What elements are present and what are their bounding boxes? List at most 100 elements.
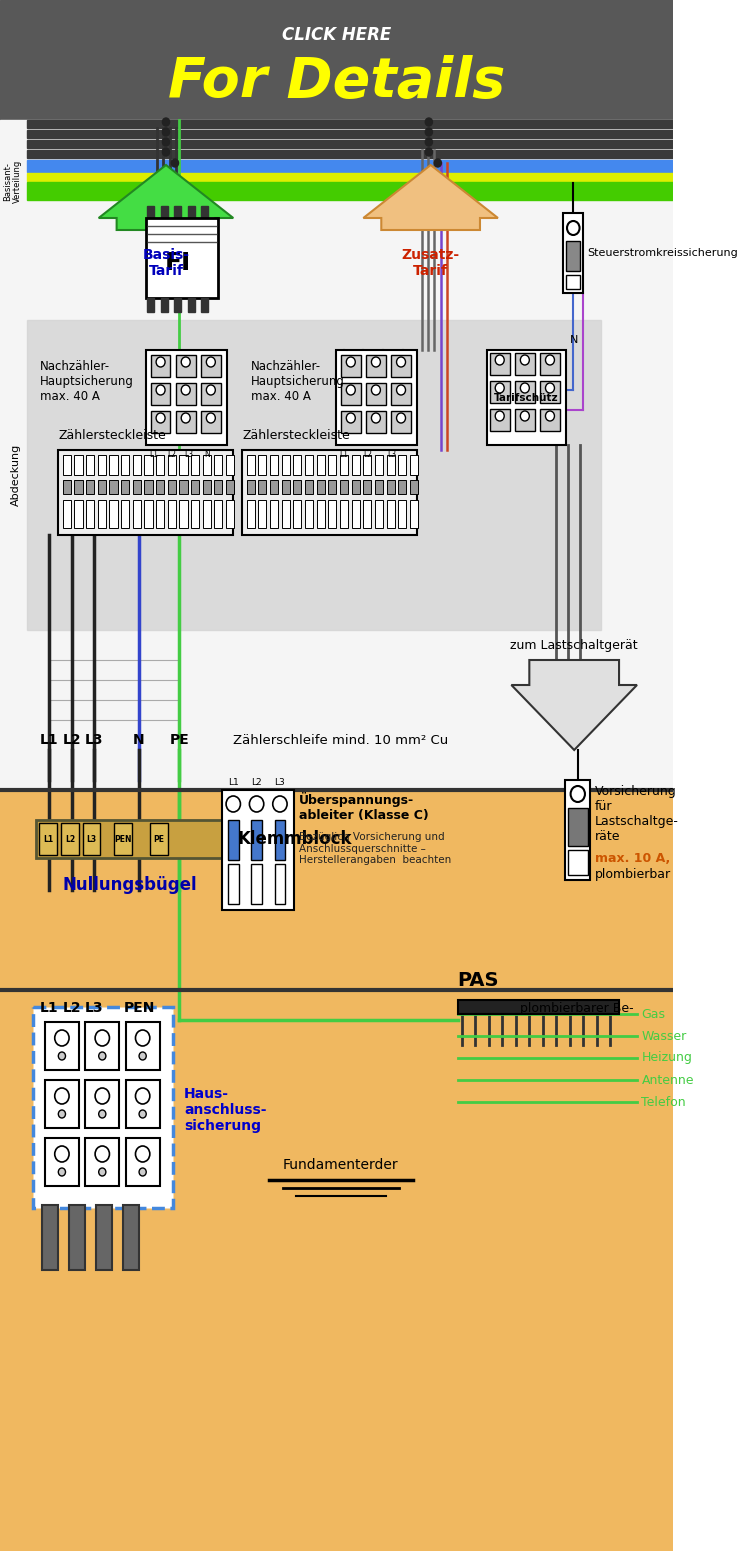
Bar (340, 479, 348, 495)
Bar (86, 499, 94, 527)
Circle shape (520, 383, 530, 392)
Bar (86, 479, 94, 495)
Bar (27, 140, 673, 147)
Bar (179, 479, 188, 495)
Bar (566, 780, 590, 879)
FancyBboxPatch shape (33, 1007, 173, 1208)
Circle shape (520, 355, 530, 364)
Circle shape (182, 413, 190, 423)
Bar (151, 411, 170, 433)
Bar (58, 450, 233, 535)
Bar (201, 206, 208, 220)
Circle shape (571, 786, 585, 802)
Bar (174, 298, 182, 312)
Bar (121, 499, 129, 527)
Circle shape (495, 355, 504, 364)
Text: PEN: PEN (123, 1000, 154, 1014)
Bar (251, 820, 262, 859)
Bar (45, 1079, 79, 1128)
Bar (341, 383, 361, 405)
Bar (242, 450, 417, 535)
Text: Tarifschütz: Tarifschütz (494, 392, 559, 403)
Circle shape (434, 160, 442, 168)
Bar (125, 1022, 160, 1070)
Bar (86, 1022, 119, 1070)
Text: L2: L2 (65, 834, 75, 844)
Bar (282, 454, 290, 475)
Bar (150, 824, 168, 855)
Text: L2: L2 (251, 779, 262, 786)
Circle shape (226, 796, 241, 813)
Bar (151, 383, 170, 405)
Circle shape (163, 118, 170, 126)
Bar (42, 1205, 58, 1270)
Bar (270, 499, 278, 527)
Bar (202, 454, 211, 475)
Bar (293, 479, 302, 495)
Bar (563, 212, 584, 293)
Text: L3: L3 (85, 734, 104, 748)
Circle shape (163, 147, 170, 157)
Text: L3: L3 (85, 1000, 104, 1014)
Bar (86, 1138, 119, 1187)
Bar (191, 499, 200, 527)
Circle shape (95, 1030, 109, 1045)
Bar (214, 454, 223, 475)
Text: Nachzähler-
Hauptsicherung
max. 40 A: Nachzähler- Hauptsicherung max. 40 A (40, 360, 134, 403)
Bar (352, 499, 360, 527)
Circle shape (346, 413, 355, 423)
Bar (191, 479, 200, 495)
Bar (490, 409, 509, 431)
Bar (86, 454, 94, 475)
Circle shape (95, 1146, 109, 1162)
Circle shape (182, 357, 190, 368)
Text: Antenne: Antenne (641, 1073, 694, 1087)
Text: Vorsicherung
für
Lastschaltge-
räte: Vorsicherung für Lastschaltge- räte (595, 785, 679, 844)
Bar (490, 354, 509, 375)
Bar (410, 454, 418, 475)
Circle shape (495, 411, 504, 420)
Bar (27, 119, 673, 129)
Text: plombierbarer Be-: plombierbarer Be- (520, 1002, 634, 1014)
Text: N: N (570, 335, 578, 344)
Bar (160, 298, 168, 312)
Text: L3: L3 (184, 450, 194, 459)
Text: FI: FI (164, 251, 190, 275)
Bar (27, 320, 601, 630)
Bar (226, 479, 234, 495)
Bar (86, 1079, 119, 1128)
Bar (156, 454, 164, 475)
Text: Fundamenterder: Fundamenterder (283, 1159, 399, 1173)
Circle shape (495, 383, 504, 392)
Bar (96, 1205, 112, 1270)
Bar (110, 479, 118, 495)
Bar (274, 820, 285, 859)
Bar (168, 499, 176, 527)
Circle shape (95, 1087, 109, 1104)
Bar (515, 382, 535, 403)
Circle shape (545, 411, 554, 420)
Bar (247, 454, 255, 475)
Bar (160, 206, 168, 220)
Bar (174, 206, 182, 220)
Text: CLICK HERE: CLICK HERE (282, 26, 391, 43)
Circle shape (139, 1111, 146, 1118)
Bar (270, 454, 278, 475)
Circle shape (171, 160, 178, 168)
Bar (540, 409, 560, 431)
Bar (398, 499, 406, 527)
Text: Steuerstromkreissicherung: Steuerstromkreissicherung (588, 248, 739, 257)
Text: Telefon: Telefon (641, 1095, 686, 1109)
Circle shape (139, 1168, 146, 1176)
Bar (228, 820, 238, 859)
Bar (490, 382, 509, 403)
Circle shape (136, 1087, 150, 1104)
Circle shape (567, 220, 580, 236)
Bar (176, 383, 196, 405)
Bar (226, 499, 234, 527)
Text: L2: L2 (62, 1000, 81, 1014)
Bar (392, 383, 411, 405)
Circle shape (206, 413, 215, 423)
Text: Bezüglich Vorsicherung und
Anschlussquerschnitte –
Herstellerangaben  beachten: Bezüglich Vorsicherung und Anschlussquer… (298, 831, 451, 865)
Bar (188, 298, 195, 312)
